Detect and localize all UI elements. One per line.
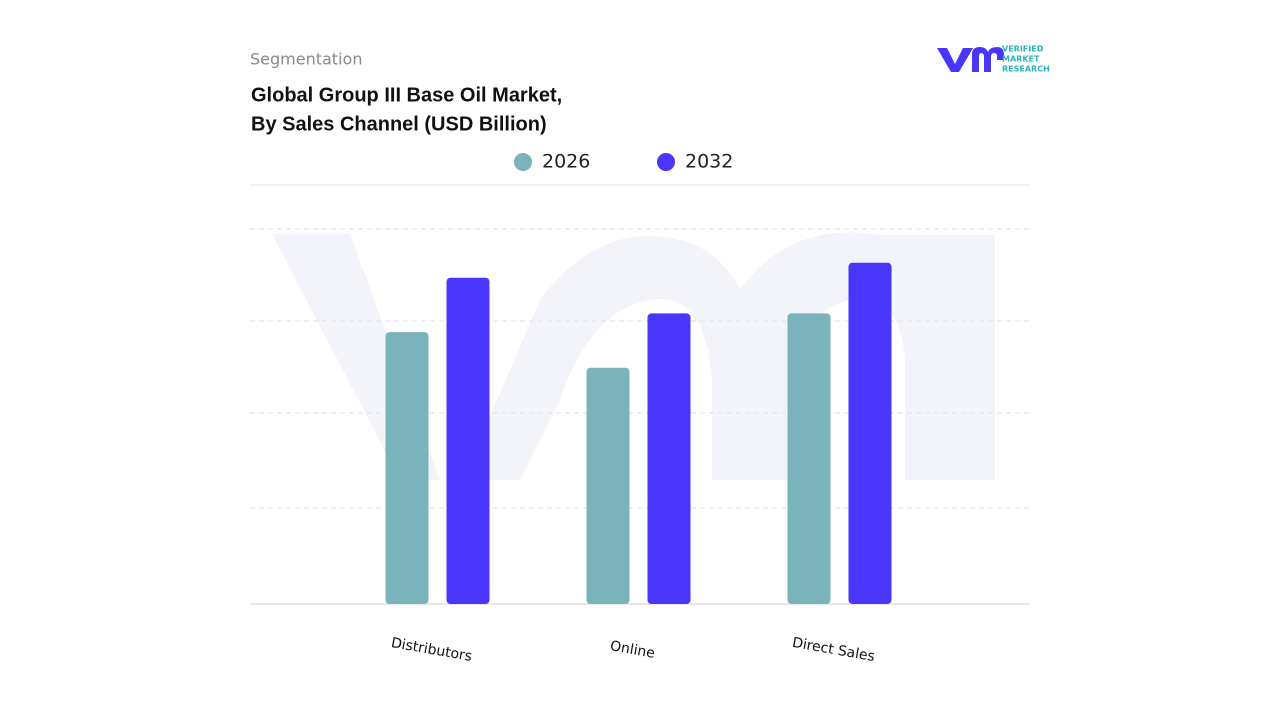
legend-swatch [657,153,675,171]
bar [647,313,691,604]
bar [446,277,490,604]
bar [787,313,831,604]
logo-text: MARKET [1002,55,1040,64]
logo-mark [937,48,973,72]
chart-subtitle: By Sales Channel (USD Billion) [251,113,547,135]
logo-text: VERIFIED [1002,45,1044,54]
bar [848,262,892,604]
x-tick-label: Online [609,638,656,662]
section-label: Segmentation [250,50,362,69]
x-tick-label: Distributors [390,635,474,665]
legend-label: 2026 [542,151,590,173]
chart-title: Global Group III Base Oil Market, [251,84,562,106]
legend-swatch [514,153,532,171]
bar [385,332,429,604]
logo: VERIFIED MARKET RESEARCH [937,45,1050,74]
logo-mark [972,47,1004,72]
bar [586,367,630,604]
x-tick-label: Direct Sales [791,635,876,665]
watermark [272,232,995,480]
legend-label: 2032 [685,151,733,173]
logo-text: RESEARCH [1002,65,1050,74]
